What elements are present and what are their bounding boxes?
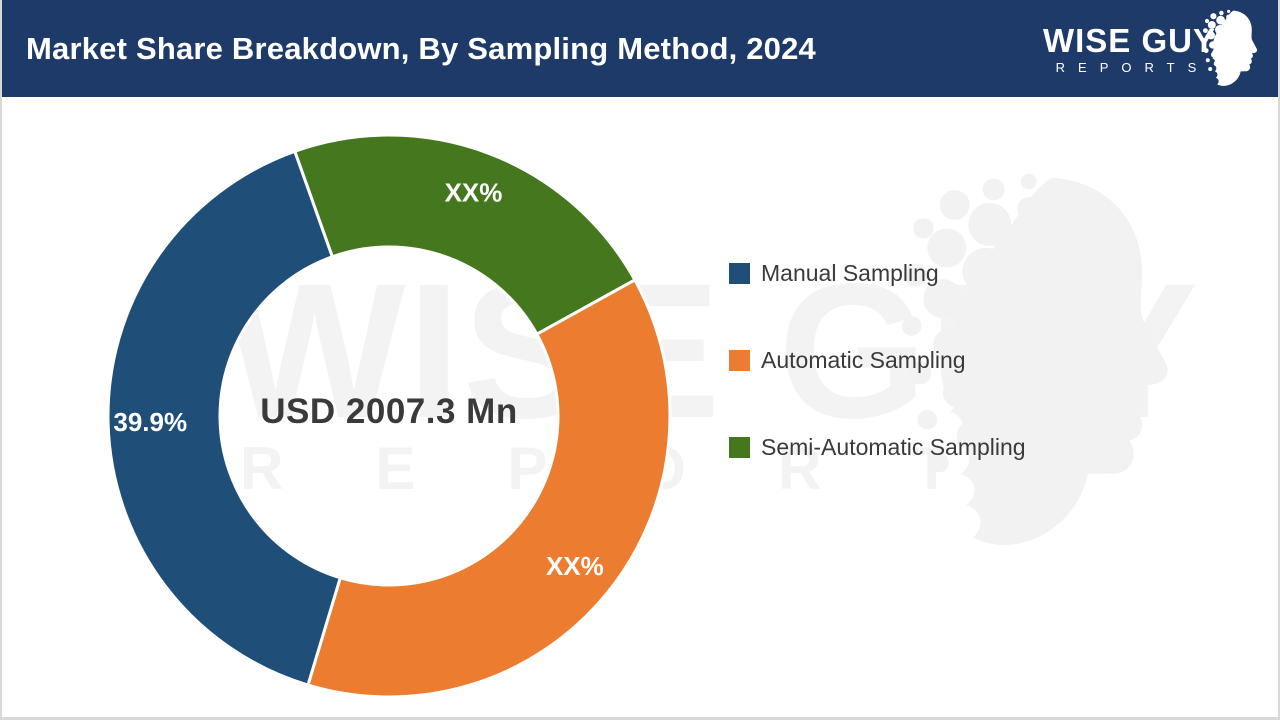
legend-label: Manual Sampling <box>761 260 939 286</box>
header-bar: Market Share Breakdown, By Sampling Meth… <box>2 0 1278 97</box>
logo-wordmark-line1: WISE GUY <box>1042 21 1216 59</box>
slice-label-automatic-sampling: XX% <box>546 551 604 581</box>
legend-item-automatic-sampling: Automatic Sampling <box>729 347 1026 374</box>
donut-slice-semi-automatic-sampling <box>293 133 637 336</box>
donut-chart: XX% XX% 39.9% <box>106 133 672 699</box>
legend-swatch-manual-sampling <box>729 263 750 284</box>
legend-item-semi-automatic-sampling: Semi-Automatic Sampling <box>729 434 1026 461</box>
legend-label: Automatic Sampling <box>761 347 966 373</box>
donut-center-value: USD 2007.3 Mn <box>260 392 518 431</box>
legend-swatch-automatic-sampling <box>729 350 750 371</box>
legend: Manual Sampling Automatic Sampling Semi-… <box>729 260 1026 461</box>
legend-item-manual-sampling: Manual Sampling <box>729 260 1026 287</box>
donut-slice-automatic-sampling <box>306 278 672 699</box>
slice-label-manual-sampling: 39.9% <box>113 407 187 437</box>
logo-wordmark: WISE GUY REPORTS <box>1043 24 1216 74</box>
wise-guy-logo: WISE GUY REPORTS <box>1043 9 1260 89</box>
legend-swatch-semi-automatic-sampling <box>729 437 750 458</box>
legend-label: Semi-Automatic Sampling <box>761 434 1026 460</box>
donut-slice-manual-sampling <box>106 149 342 687</box>
logo-wordmark-line2: REPORTS <box>1055 59 1210 75</box>
slice-label-semi-automatic-sampling: XX% <box>445 178 503 208</box>
chart-title: Market Share Breakdown, By Sampling Meth… <box>26 30 816 66</box>
logo-face-icon <box>1202 9 1260 89</box>
